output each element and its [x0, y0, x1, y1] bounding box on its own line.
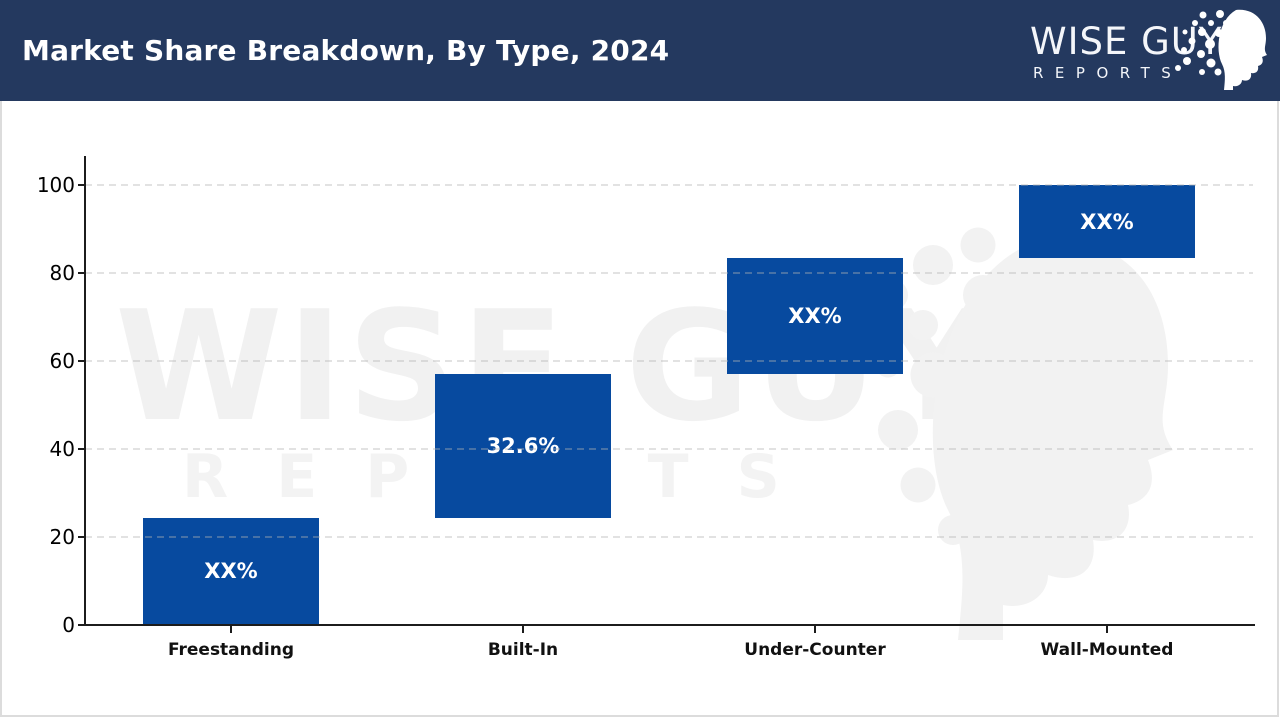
y-tick-mark: [78, 448, 85, 450]
y-tick-label: 20: [49, 525, 75, 549]
y-tick-label: 100: [36, 173, 75, 197]
x-tick-mark: [1106, 626, 1108, 633]
x-tick-label: Built-In: [487, 640, 559, 660]
bar-value-label: 32.6%: [486, 433, 560, 458]
x-tick-label: Under-Counter: [744, 640, 886, 660]
x-tick-mark: [814, 626, 816, 633]
y-tick-label: 80: [49, 261, 75, 285]
gridline: [85, 448, 1253, 450]
gridline: [85, 272, 1253, 274]
gridline: [85, 184, 1253, 186]
y-tick-mark: [78, 536, 85, 538]
brand-face-icon: [1175, 9, 1267, 91]
chart-header: Market Share Breakdown, By Type, 2024 WI…: [0, 0, 1280, 101]
bar-value-label: XX%: [204, 559, 258, 584]
y-tick-mark: [78, 272, 85, 274]
y-tick-mark: [78, 624, 85, 626]
x-tick-label: Freestanding: [167, 640, 295, 660]
x-axis-line: [84, 624, 1255, 626]
y-axis-line: [84, 156, 86, 626]
bar-segment: XX%: [1019, 185, 1195, 259]
bar-segment: XX%: [727, 258, 903, 375]
brand-logo-subtext: REPORTS: [1033, 64, 1182, 82]
gridline: [85, 360, 1253, 362]
chart-title: Market Share Breakdown, By Type, 2024: [22, 34, 670, 67]
y-tick-label: 60: [49, 349, 75, 373]
bar-value-label: XX%: [1080, 209, 1134, 234]
x-tick-mark: [230, 626, 232, 633]
y-tick-label: 40: [49, 437, 75, 461]
bar-segment: XX%: [143, 517, 319, 625]
y-tick-mark: [78, 184, 85, 186]
gridline: [85, 536, 1253, 538]
bar-value-label: XX%: [788, 304, 842, 329]
watermark-face-icon: [875, 227, 1173, 640]
y-tick-mark: [78, 360, 85, 362]
bar-segment: 32.6%: [435, 374, 611, 518]
x-tick-mark: [522, 626, 524, 633]
y-tick-label: 0: [62, 613, 75, 637]
brand-logo: WISE GUY REPORTS: [1030, 9, 1267, 91]
x-tick-label: Wall-Mounted: [1040, 640, 1174, 660]
